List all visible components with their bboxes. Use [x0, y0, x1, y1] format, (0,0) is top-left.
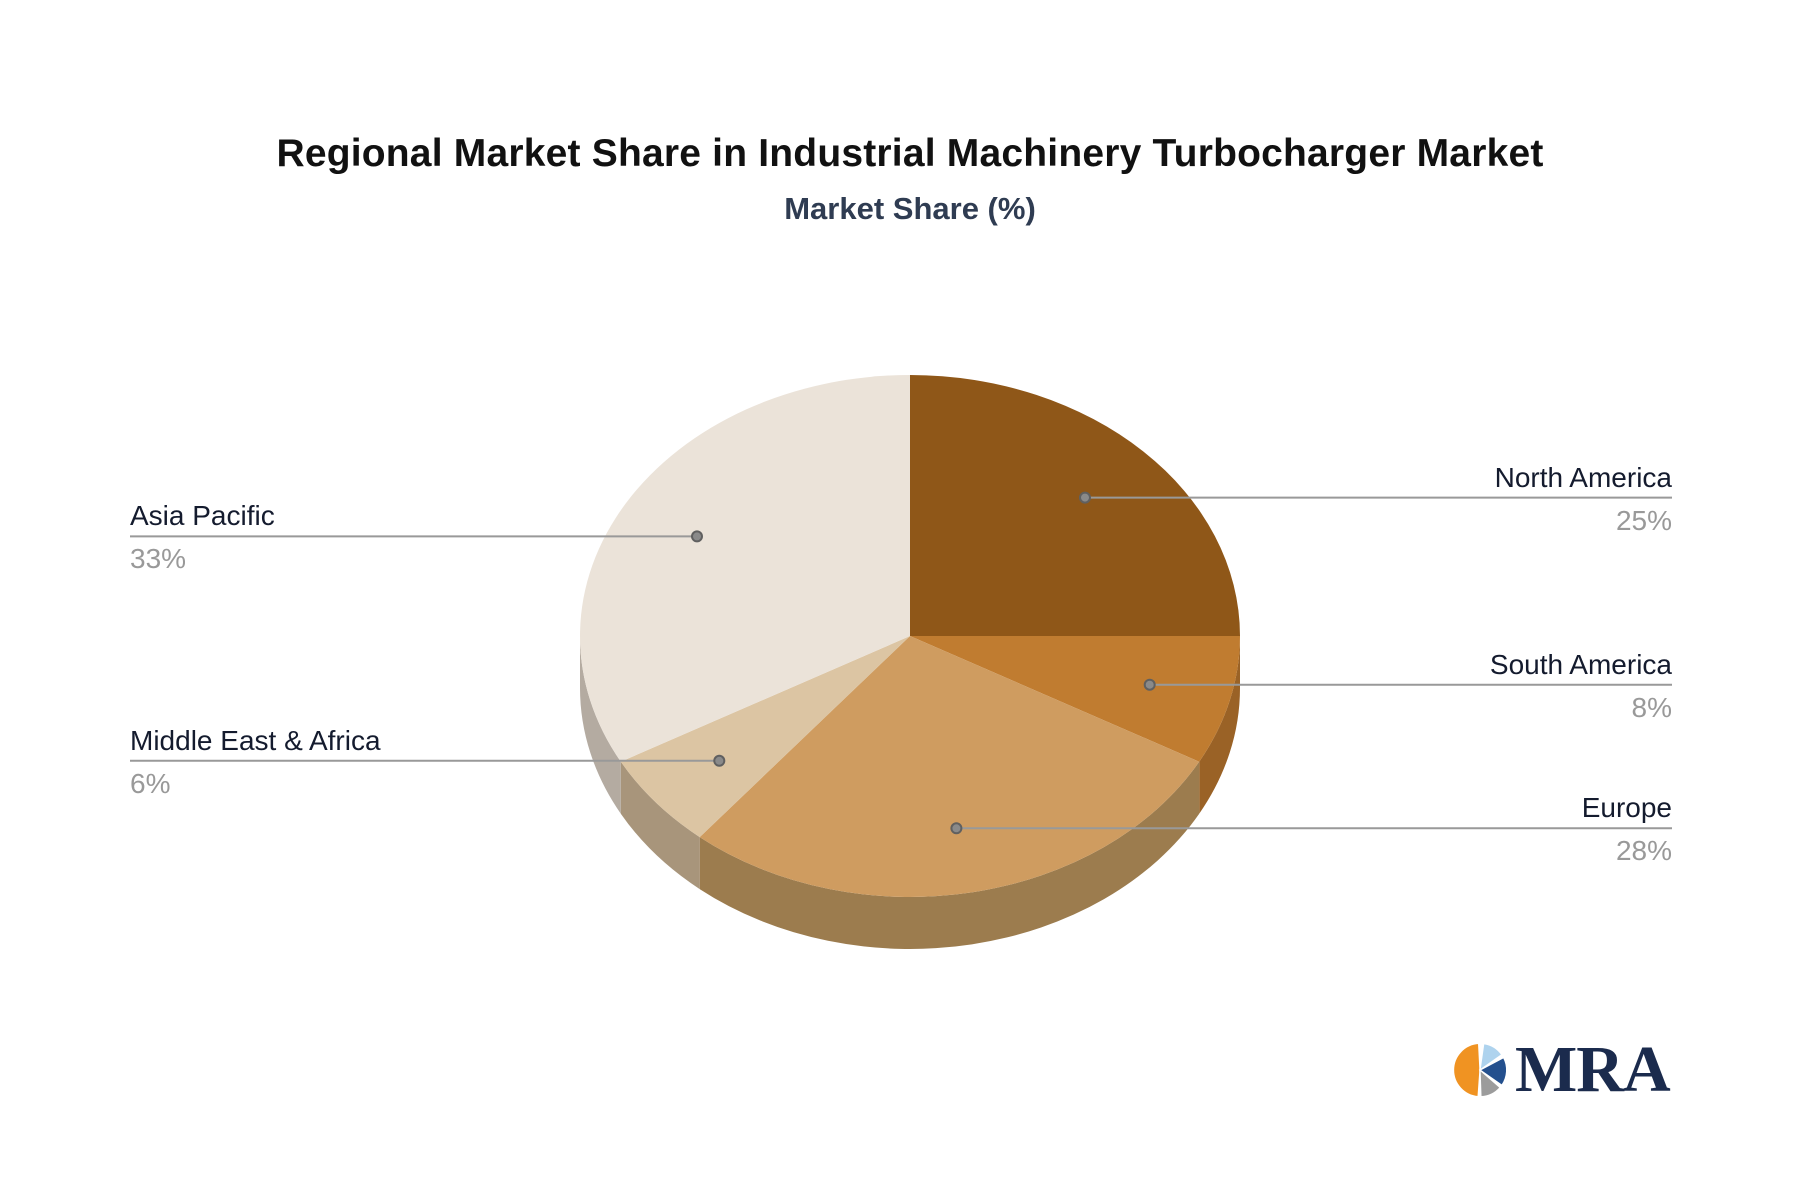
- chart-title: Regional Market Share in Industrial Mach…: [276, 132, 1544, 175]
- pie-slice-south-america: [910, 636, 1240, 762]
- mra-logo: MRA: [1452, 1033, 1671, 1106]
- leader-dot-asia-pacific: [691, 530, 703, 543]
- logo-slice-light-blue: [1479, 1042, 1503, 1072]
- pie-top-slices: [580, 375, 1240, 897]
- logo-slice-orange: [1452, 1042, 1481, 1098]
- pie-slice-north-america: [910, 375, 1240, 636]
- logo-slice-gray: [1479, 1068, 1502, 1098]
- pie-side-walls: [580, 636, 1240, 949]
- leader-dot-europe: [950, 822, 963, 835]
- leader-dot-north-america: [1079, 491, 1091, 504]
- mra-logo-text: MRA: [1515, 1033, 1671, 1106]
- pie-leader-lines: [130, 491, 1672, 835]
- pie-slice-europe: [699, 636, 1200, 897]
- pie-slice-middle-east-africa: [620, 636, 910, 838]
- leader-dot-middle-east-africa: [713, 754, 726, 767]
- pie-slice-side-middle-east-africa: [620, 761, 700, 890]
- pie-slice-asia-pacific: [580, 375, 910, 762]
- mra-logo-pie-icon: [1452, 1042, 1508, 1098]
- chart-subtitle: Market Share (%): [784, 191, 1036, 226]
- leader-dot-south-america: [1143, 678, 1156, 691]
- logo-slice-dark-blue: [1478, 1056, 1508, 1087]
- pie-slice-side-south-america: [1199, 636, 1240, 814]
- pie-slice-side-asia-pacific: [580, 636, 621, 814]
- pie-slice-side-europe: [699, 761, 1200, 949]
